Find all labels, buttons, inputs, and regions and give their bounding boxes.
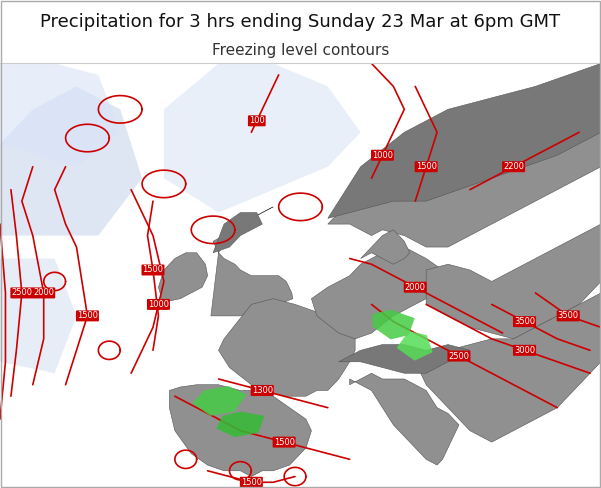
Text: Freezing level contours: Freezing level contours (212, 43, 389, 58)
Polygon shape (219, 299, 355, 396)
Text: 1500: 1500 (241, 478, 262, 487)
Text: 3500: 3500 (558, 311, 579, 321)
Polygon shape (361, 230, 410, 264)
Polygon shape (328, 63, 601, 218)
Text: 1500: 1500 (273, 438, 294, 447)
Text: 1000: 1000 (148, 300, 169, 309)
Polygon shape (339, 345, 470, 373)
Text: 2000: 2000 (33, 288, 54, 297)
Polygon shape (328, 63, 601, 247)
Polygon shape (415, 293, 601, 442)
Polygon shape (0, 259, 76, 373)
Text: 100: 100 (249, 116, 264, 125)
Polygon shape (426, 224, 601, 339)
Text: 1500: 1500 (77, 311, 98, 321)
Text: 2000: 2000 (404, 283, 426, 292)
Text: 1500: 1500 (142, 265, 163, 274)
Text: 3500: 3500 (514, 317, 535, 326)
Text: 1300: 1300 (252, 386, 273, 395)
Polygon shape (397, 331, 433, 361)
Text: 1500: 1500 (416, 162, 437, 171)
Text: 3000: 3000 (514, 346, 535, 355)
Polygon shape (213, 213, 262, 253)
Polygon shape (211, 207, 293, 316)
Text: 2200: 2200 (503, 162, 524, 171)
Text: Precipitation for 3 hrs ending Sunday 23 Mar at 6pm GMT: Precipitation for 3 hrs ending Sunday 23… (40, 13, 561, 31)
Polygon shape (373, 310, 415, 340)
Polygon shape (350, 373, 459, 465)
Polygon shape (216, 411, 264, 437)
Text: 2500: 2500 (11, 288, 32, 297)
Polygon shape (0, 63, 120, 167)
Text: 1000: 1000 (372, 151, 393, 160)
Text: 2500: 2500 (448, 351, 469, 361)
Polygon shape (311, 247, 442, 339)
Polygon shape (164, 63, 361, 213)
Polygon shape (192, 386, 246, 416)
Polygon shape (169, 385, 311, 476)
Polygon shape (0, 86, 142, 236)
Polygon shape (159, 253, 207, 301)
